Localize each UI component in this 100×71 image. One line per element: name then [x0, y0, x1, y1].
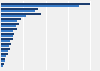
Bar [1, 10, 35, 12]
Bar [1, 18, 21, 20]
Bar [1, 55, 6, 57]
Bar [1, 53, 8, 55]
Bar [1, 15, 26, 17]
Bar [1, 13, 41, 15]
Bar [1, 30, 14, 32]
Bar [1, 40, 10, 42]
Bar [1, 60, 5, 62]
Bar [1, 33, 14, 35]
Bar [1, 65, 3, 67]
Bar [1, 20, 17, 22]
Bar [1, 5, 79, 7]
Bar [1, 3, 90, 5]
Bar [1, 35, 13, 37]
Bar [1, 23, 19, 25]
Bar [1, 8, 38, 10]
Bar [1, 48, 10, 50]
Bar [1, 58, 6, 60]
Bar [1, 25, 16, 27]
Bar [1, 50, 8, 52]
Bar [1, 28, 17, 30]
Bar [1, 45, 9, 47]
Bar [1, 63, 4, 65]
Bar [1, 43, 11, 45]
Bar [1, 38, 13, 40]
